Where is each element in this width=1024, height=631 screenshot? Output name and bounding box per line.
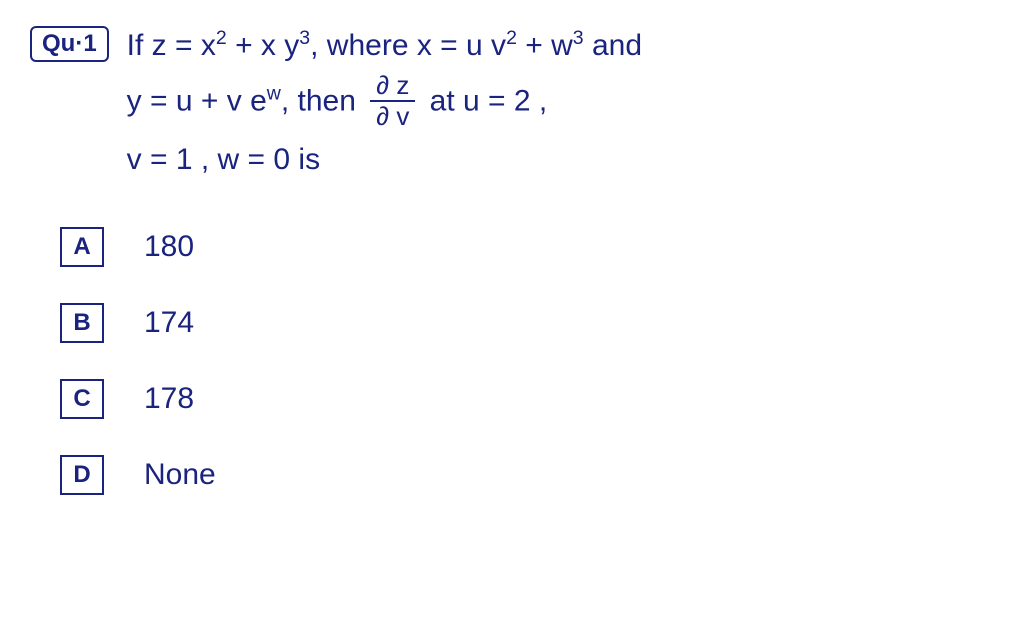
- question-line-2: y = u + v ew, then ∂ z∂ v at u = 2 ,: [127, 73, 984, 132]
- option-b[interactable]: B 174: [60, 303, 984, 343]
- option-c[interactable]: C 178: [60, 379, 984, 419]
- question-line-3: v = 1 , w = 0 is: [127, 134, 984, 185]
- option-text: None: [144, 458, 216, 492]
- text: , then: [281, 85, 364, 118]
- question-label: Qu·1: [30, 26, 109, 62]
- sup: 2: [216, 27, 227, 49]
- text: and: [584, 29, 642, 62]
- option-label: A: [60, 227, 104, 267]
- question-line-1: If z = x2 + x y3, where x = u v2 + w3 an…: [127, 20, 984, 71]
- page: Qu·1 If z = x2 + x y3, where x = u v2 + …: [0, 0, 1024, 631]
- text: , where x = u v: [310, 29, 506, 62]
- question-body: If z = x2 + x y3, where x = u v2 + w3 an…: [127, 20, 984, 187]
- option-text: 180: [144, 230, 194, 264]
- option-text: 174: [144, 306, 194, 340]
- option-label: C: [60, 379, 104, 419]
- question-row: Qu·1 If z = x2 + x y3, where x = u v2 + …: [30, 20, 984, 187]
- sup: 2: [506, 27, 517, 49]
- option-a[interactable]: A 180: [60, 227, 984, 267]
- fraction-numerator: ∂ z: [370, 71, 415, 102]
- option-text: 178: [144, 382, 194, 416]
- sup: 3: [299, 27, 310, 49]
- option-d[interactable]: D None: [60, 455, 984, 495]
- text: If z = x: [127, 29, 216, 62]
- text: v = 1 , w = 0 is: [127, 143, 320, 176]
- sup: w: [267, 83, 281, 105]
- option-label: B: [60, 303, 104, 343]
- text: + w: [517, 29, 573, 62]
- fraction-denominator: ∂ v: [370, 102, 415, 131]
- fraction: ∂ z∂ v: [370, 71, 415, 130]
- text: at u = 2 ,: [421, 85, 547, 118]
- options-list: A 180 B 174 C 178 D None: [60, 227, 984, 495]
- option-label: D: [60, 455, 104, 495]
- text: + x y: [227, 29, 300, 62]
- text: y = u + v e: [127, 85, 267, 118]
- sup: 3: [573, 27, 584, 49]
